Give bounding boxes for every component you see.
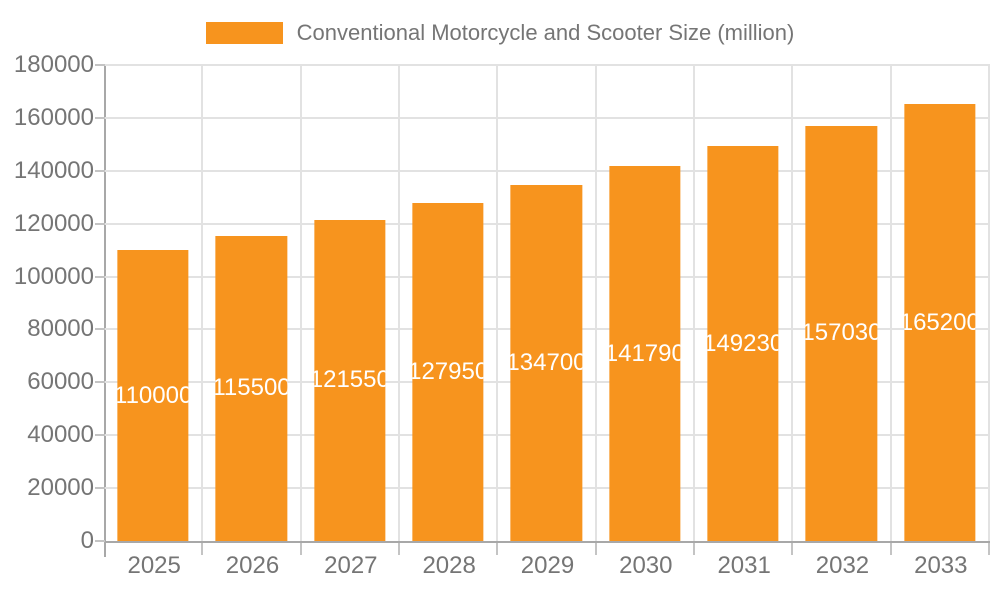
y-tick-label: 0 <box>80 527 94 554</box>
x-tick-label-2029: 2029 <box>520 552 575 579</box>
bar-value-label: 110000 <box>117 381 189 409</box>
x-tick-mark <box>299 543 302 555</box>
y-tick-mark <box>95 434 105 437</box>
y-tick-label: 20000 <box>27 474 94 502</box>
y-tick-label: 140000 <box>13 156 94 184</box>
bar-2029: 134700 <box>510 184 583 541</box>
y-tick-mark <box>95 381 105 384</box>
x-tick-label-2033: 2033 <box>914 552 968 579</box>
bar-slot: 141790 <box>597 65 695 541</box>
h-gridline <box>105 169 990 172</box>
x-tick-label-2027: 2027 <box>324 552 378 579</box>
y-tick-mark <box>95 169 105 172</box>
bar-value-label: 141790 <box>609 339 681 367</box>
y-tick-mark <box>95 222 105 225</box>
legend[interactable]: Conventional Motorcycle and Scooter Size… <box>0 20 1000 46</box>
y-axis-line <box>104 65 106 557</box>
y-tick-label: 40000 <box>27 421 94 449</box>
bar-slot: 157030 <box>793 65 892 541</box>
bar-2032: 157030 <box>805 125 878 541</box>
legend-label: Conventional Motorcycle and Scooter Size… <box>296 20 795 45</box>
y-tick-label: 160000 <box>13 103 94 131</box>
y-tick-label: 60000 <box>27 368 94 396</box>
y-tick-mark <box>95 540 105 542</box>
bar-2027: 121550 <box>314 219 386 541</box>
plot-area: 110000 115500 121550 127950 134700 141790 1492… <box>95 64 990 555</box>
bar-value-label: 165200 <box>904 308 976 336</box>
bar-2031: 149230 <box>707 146 779 541</box>
bar-2030: 141790 <box>609 166 681 541</box>
legend-color-swatch-icon <box>205 22 283 44</box>
x-tick-label-2028: 2028 <box>422 552 476 579</box>
bar-slot: 115500 <box>203 65 302 541</box>
y-tick-mark <box>95 64 105 66</box>
bar-slot: 110000 <box>105 65 204 541</box>
bars-row: 110000 115500 121550 127950 134700 141790 1492… <box>105 65 990 541</box>
x-tick-label-2031: 2031 <box>717 552 771 579</box>
bar-2028: 127950 <box>412 202 484 541</box>
bar-slot: 165200 <box>892 65 990 541</box>
x-tick-mark <box>889 543 892 555</box>
bar-value-label: 121550 <box>314 366 386 394</box>
bar-slot: 149230 <box>695 65 794 541</box>
x-tick-label-2025: 2025 <box>127 552 181 579</box>
bar-slot: 134700 <box>498 65 597 541</box>
x-tick-mark <box>201 543 204 555</box>
x-tick-mark <box>791 543 794 555</box>
bar-value-label: 127950 <box>412 357 484 385</box>
h-gridline <box>105 64 990 66</box>
x-tick-mark <box>594 543 597 555</box>
y-tick-label: 80000 <box>27 315 94 343</box>
bar-value-label: 134700 <box>510 348 583 376</box>
x-tick-mark <box>692 543 695 555</box>
y-tick-mark <box>95 116 105 119</box>
x-tick-label-2030: 2030 <box>619 552 673 579</box>
x-axis-labels: 2025 2026 2027 2028 2029 2030 2031 2032 2033 <box>105 552 990 580</box>
x-tick-label-2032: 2032 <box>815 552 870 579</box>
bar-value-label: 115500 <box>215 374 288 402</box>
y-tick-label: 100000 <box>13 262 94 290</box>
x-tick-label-2026: 2026 <box>225 552 280 579</box>
x-tick-mark <box>988 543 990 555</box>
y-tick-mark <box>95 328 105 331</box>
y-tick-mark <box>95 275 105 278</box>
bar-2026: 115500 <box>215 235 288 541</box>
y-tick-label: 120000 <box>13 209 94 237</box>
y-tick-mark <box>95 487 105 490</box>
y-tick-label: 180000 <box>13 51 94 78</box>
y-axis-labels: 0 20000 40000 60000 80000 100000 120000 140000 1… <box>0 52 94 554</box>
bar-slot: 121550 <box>302 65 400 541</box>
bar-value-label: 157030 <box>805 319 878 347</box>
x-tick-mark <box>397 543 400 555</box>
bar-value-label: 149230 <box>707 329 779 357</box>
x-tick-mark <box>496 543 499 555</box>
bar-2033: 165200 <box>904 104 976 541</box>
bar-slot: 127950 <box>400 65 499 541</box>
h-gridline <box>105 116 990 119</box>
bar-2025: 110000 <box>117 250 189 541</box>
